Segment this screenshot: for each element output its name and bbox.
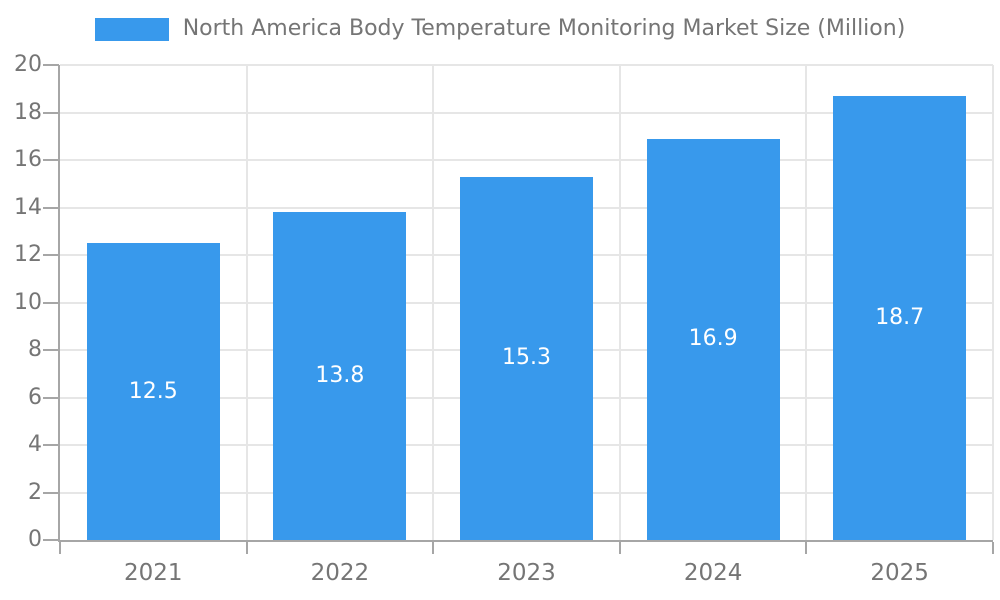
bar-value-label: 18.7	[875, 304, 925, 330]
x-tick-label: 2021	[124, 560, 183, 586]
legend-label: North America Body Temperature Monitorin…	[182, 16, 906, 41]
x-axis-tick	[59, 542, 61, 554]
y-axis-tick	[43, 539, 59, 541]
bar[interactable]: 12.5	[86, 243, 220, 540]
y-tick-label: 6	[28, 384, 42, 410]
gridline-vertical	[245, 65, 248, 540]
x-axis-tick	[245, 542, 248, 554]
gridline-vertical	[805, 65, 808, 540]
y-axis-tick	[43, 444, 59, 446]
x-axis-tick	[805, 542, 808, 554]
y-axis-tick	[43, 396, 59, 399]
bar[interactable]: 18.7	[833, 95, 967, 540]
x-axis-tick	[992, 542, 994, 554]
y-tick-label: 4	[28, 432, 42, 457]
y-axis-tick	[43, 64, 59, 66]
legend-swatch-icon	[94, 17, 169, 41]
bar-value-label: 12.5	[128, 378, 178, 404]
y-tick-label: 16	[14, 147, 42, 172]
y-axis-tick	[43, 491, 59, 494]
chart-legend[interactable]: North America Body Temperature Monitorin…	[0, 16, 1000, 42]
x-axis-tick	[432, 542, 435, 554]
y-axis-tick	[43, 111, 59, 114]
x-tick-label: 2024	[683, 560, 743, 586]
bar[interactable]: 15.3	[460, 176, 593, 540]
plot-area: 12.5 13.8 15.3 16.9 18.7 0 2 4 6 8 10 12 14 16 18 20 202…	[14, 52, 994, 586]
y-tick-label: 20	[14, 52, 42, 77]
y-tick-label: 8	[28, 337, 42, 362]
y-tick-label: 12	[14, 242, 42, 267]
x-tick-label: 2023	[497, 560, 556, 586]
x-axis-line	[58, 540, 993, 542]
gridline-horizontal	[60, 159, 993, 161]
y-axis-tick	[43, 206, 59, 209]
bar-value-label: 13.8	[315, 363, 365, 389]
y-axis-line	[58, 65, 60, 540]
x-axis-tick	[618, 542, 621, 554]
y-tick-label: 14	[14, 194, 42, 220]
y-axis-tick	[43, 159, 59, 161]
y-axis-tick	[43, 254, 59, 256]
bar-value-label: 15.3	[502, 345, 551, 371]
bar[interactable]: 16.9	[646, 138, 780, 540]
y-tick-label: 18	[14, 99, 42, 125]
bar-value-label: 16.9	[688, 326, 738, 352]
bar[interactable]: 13.8	[273, 212, 407, 540]
y-axis-tick	[43, 301, 59, 304]
y-tick-label: 2	[28, 479, 42, 505]
gridline-horizontal	[60, 111, 993, 114]
gridline-vertical	[618, 65, 621, 540]
y-tick-label: 0	[28, 527, 42, 552]
x-tick-label: 2025	[870, 560, 929, 586]
x-tick-label: 2022	[310, 560, 370, 586]
y-tick-label: 10	[14, 289, 42, 315]
y-axis-tick	[43, 349, 59, 351]
gridline-vertical	[432, 65, 435, 540]
gridline-vertical	[992, 65, 994, 540]
gridline-horizontal	[60, 64, 993, 66]
